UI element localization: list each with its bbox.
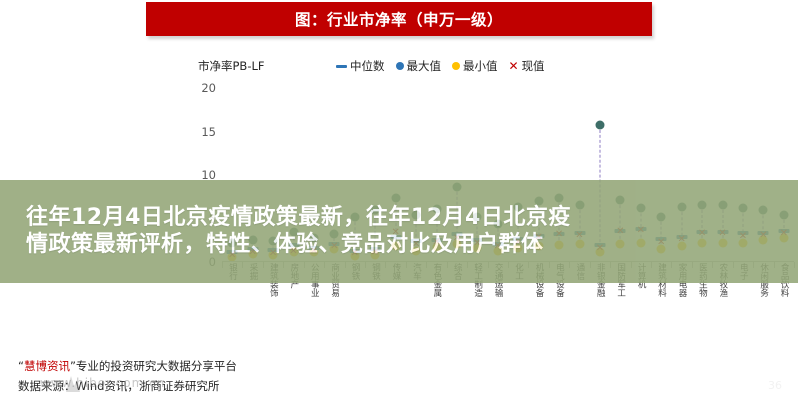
- page-number: 36: [768, 379, 782, 392]
- footer-tagline-text: ”专业的投资研究大数据分享平台: [69, 359, 237, 373]
- headline-line-1: 往年12月4日北京疫情政策最新，往年12月4日北京疫: [26, 204, 571, 230]
- footer-source: 数据来源：Wind资讯，浙商证券研究所: [18, 379, 220, 393]
- chart-legend-row: 市净率PB-LF 中位数 最大值 最小值 ✕ 现值: [196, 58, 798, 78]
- legend-label-median: 中位数: [350, 59, 385, 73]
- legend-item-max[interactable]: 最大值: [395, 58, 442, 74]
- chart-legend: 中位数 最大值 最小值 ✕ 现值: [336, 58, 545, 74]
- footer-brand: 慧博资讯: [23, 359, 70, 373]
- median-dash-icon: [336, 64, 347, 68]
- footer-tagline: “慧博资讯”专业的投资研究大数据分享平台: [18, 358, 237, 374]
- legend-item-current[interactable]: ✕ 现值: [509, 58, 545, 74]
- page-title: 图：行业市净率（申万一级）: [294, 11, 503, 29]
- legend-item-median[interactable]: 中位数: [336, 58, 385, 74]
- min-dot-icon: [452, 62, 460, 70]
- y-axis-tick: 15: [201, 124, 216, 139]
- legend-label-min: 最小值: [463, 59, 498, 73]
- current-cross-icon: ✕: [508, 59, 519, 73]
- data-point-max: [595, 120, 605, 130]
- series-axis-label: 市净率PB-LF: [198, 59, 265, 73]
- headline-line-2: 情政策最新评析，特性、体验、竞品对比及用户群体: [26, 231, 544, 257]
- legend-label-current: 现值: [521, 59, 545, 73]
- y-axis-tick: 10: [201, 168, 216, 182]
- watermark-logo-icon: [66, 376, 80, 392]
- max-dot-icon: [395, 62, 404, 70]
- article-headline-overlay: 往年12月4日北京疫情政策最新，往年12月4日北京疫 情政策最新评析，特性、体验…: [0, 180, 798, 283]
- slide-footer: “慧博资讯”专业的投资研究大数据分享平台 数据来源：Wind资讯，浙商证券研究所…: [0, 348, 798, 400]
- quote-open: “: [18, 359, 24, 373]
- legend-item-min[interactable]: 最小值: [452, 58, 498, 74]
- footer-watermark: www.hibor.com.cn: [40, 376, 166, 390]
- legend-label-max: 最大值: [406, 59, 442, 73]
- y-axis-tick: 20: [201, 81, 216, 95]
- chart-title-banner: 图：行业市净率（申万一级）: [146, 2, 652, 36]
